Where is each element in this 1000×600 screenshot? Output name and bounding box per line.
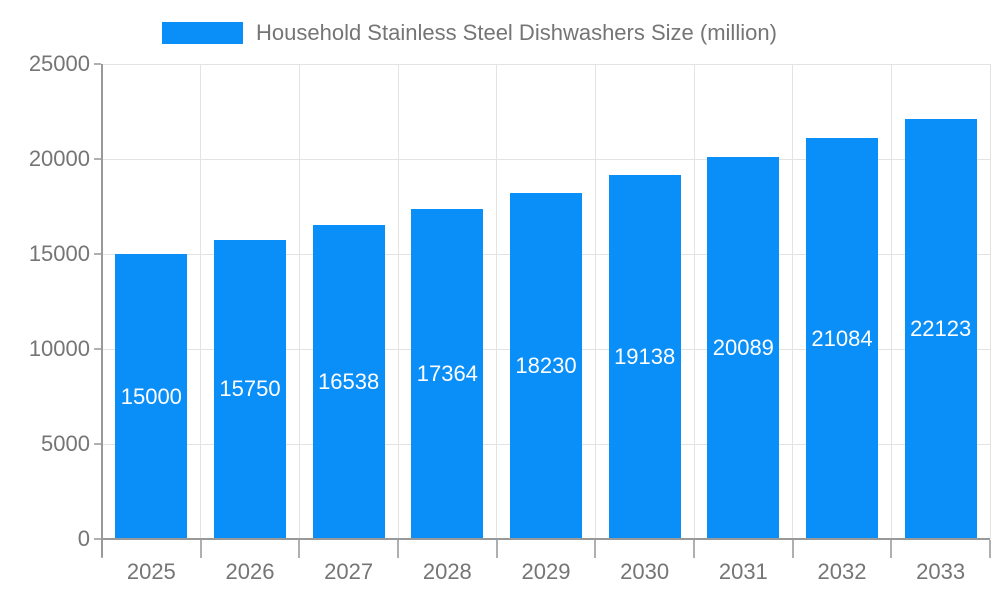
x-gridline [298, 64, 300, 539]
x-tick-mark [298, 540, 301, 558]
y-tick-mark [94, 538, 101, 540]
x-tick-mark [693, 540, 695, 558]
y-gridline [102, 63, 990, 65]
bar [510, 192, 582, 538]
x-tick-mark [890, 540, 893, 558]
y-gridline [102, 158, 990, 160]
x-tick-mark [199, 540, 202, 558]
bar [411, 209, 484, 538]
bar [214, 239, 286, 538]
x-tick-label: 2027 [324, 559, 374, 584]
y-axis-line [101, 64, 103, 557]
bar-value-label: 20089 [712, 335, 774, 361]
bar [806, 138, 878, 538]
bar-value-label: 19138 [614, 344, 676, 370]
legend[interactable]: Household Stainless Steel Dishwashers Si… [162, 21, 777, 45]
x-tick-label: 2032 [817, 559, 867, 584]
x-gridline [693, 64, 695, 539]
y-tick-label: 25000 [28, 51, 90, 76]
x-tick-mark [989, 540, 991, 558]
bar [904, 118, 977, 538]
x-tick-mark [397, 540, 399, 558]
y-tick-mark [94, 253, 101, 255]
x-gridline [890, 64, 892, 539]
y-tick-label: 0 [77, 526, 90, 551]
x-gridline [496, 64, 498, 539]
x-tick-label: 2033 [916, 559, 966, 584]
bar-value-label: 21084 [811, 325, 873, 351]
bar-value-label: 16538 [318, 368, 380, 394]
bar [707, 157, 780, 538]
x-gridline [397, 64, 399, 539]
bar [608, 175, 681, 538]
bar [312, 224, 385, 538]
x-tick-label: 2030 [620, 559, 670, 584]
bar-value-label: 17364 [416, 361, 478, 387]
x-tick-label: 2026 [225, 559, 275, 584]
y-tick-mark [94, 158, 101, 160]
y-tick-mark [94, 63, 101, 65]
x-gridline [594, 64, 596, 539]
x-gridline [989, 64, 991, 539]
y-tick-label: 20000 [28, 146, 90, 171]
x-gridline [792, 64, 794, 539]
x-tick-label: 2025 [126, 559, 176, 584]
x-tick-label: 2031 [718, 559, 768, 584]
legend-label[interactable]: Household Stainless Steel Dishwashers Si… [256, 20, 777, 45]
bar-value-label: 22123 [910, 315, 972, 341]
y-tick-label: 10000 [28, 336, 90, 361]
x-tick-mark [791, 540, 794, 558]
y-tick-mark [94, 443, 101, 445]
x-tick-mark [495, 540, 498, 558]
x-gridline [200, 64, 202, 539]
x-tick-label: 2029 [521, 559, 571, 584]
y-tick-mark [94, 348, 101, 350]
y-tick-label: 15000 [28, 241, 90, 266]
x-axis-line [102, 538, 990, 540]
x-tick-mark [594, 540, 597, 558]
bar-value-label: 15000 [120, 383, 182, 409]
bar-value-label: 15750 [219, 376, 281, 402]
bar-value-label: 18230 [515, 352, 577, 378]
x-tick-label: 2028 [422, 559, 472, 584]
y-tick-label: 5000 [41, 431, 90, 456]
legend-swatch[interactable] [162, 22, 243, 44]
bar [115, 254, 188, 538]
